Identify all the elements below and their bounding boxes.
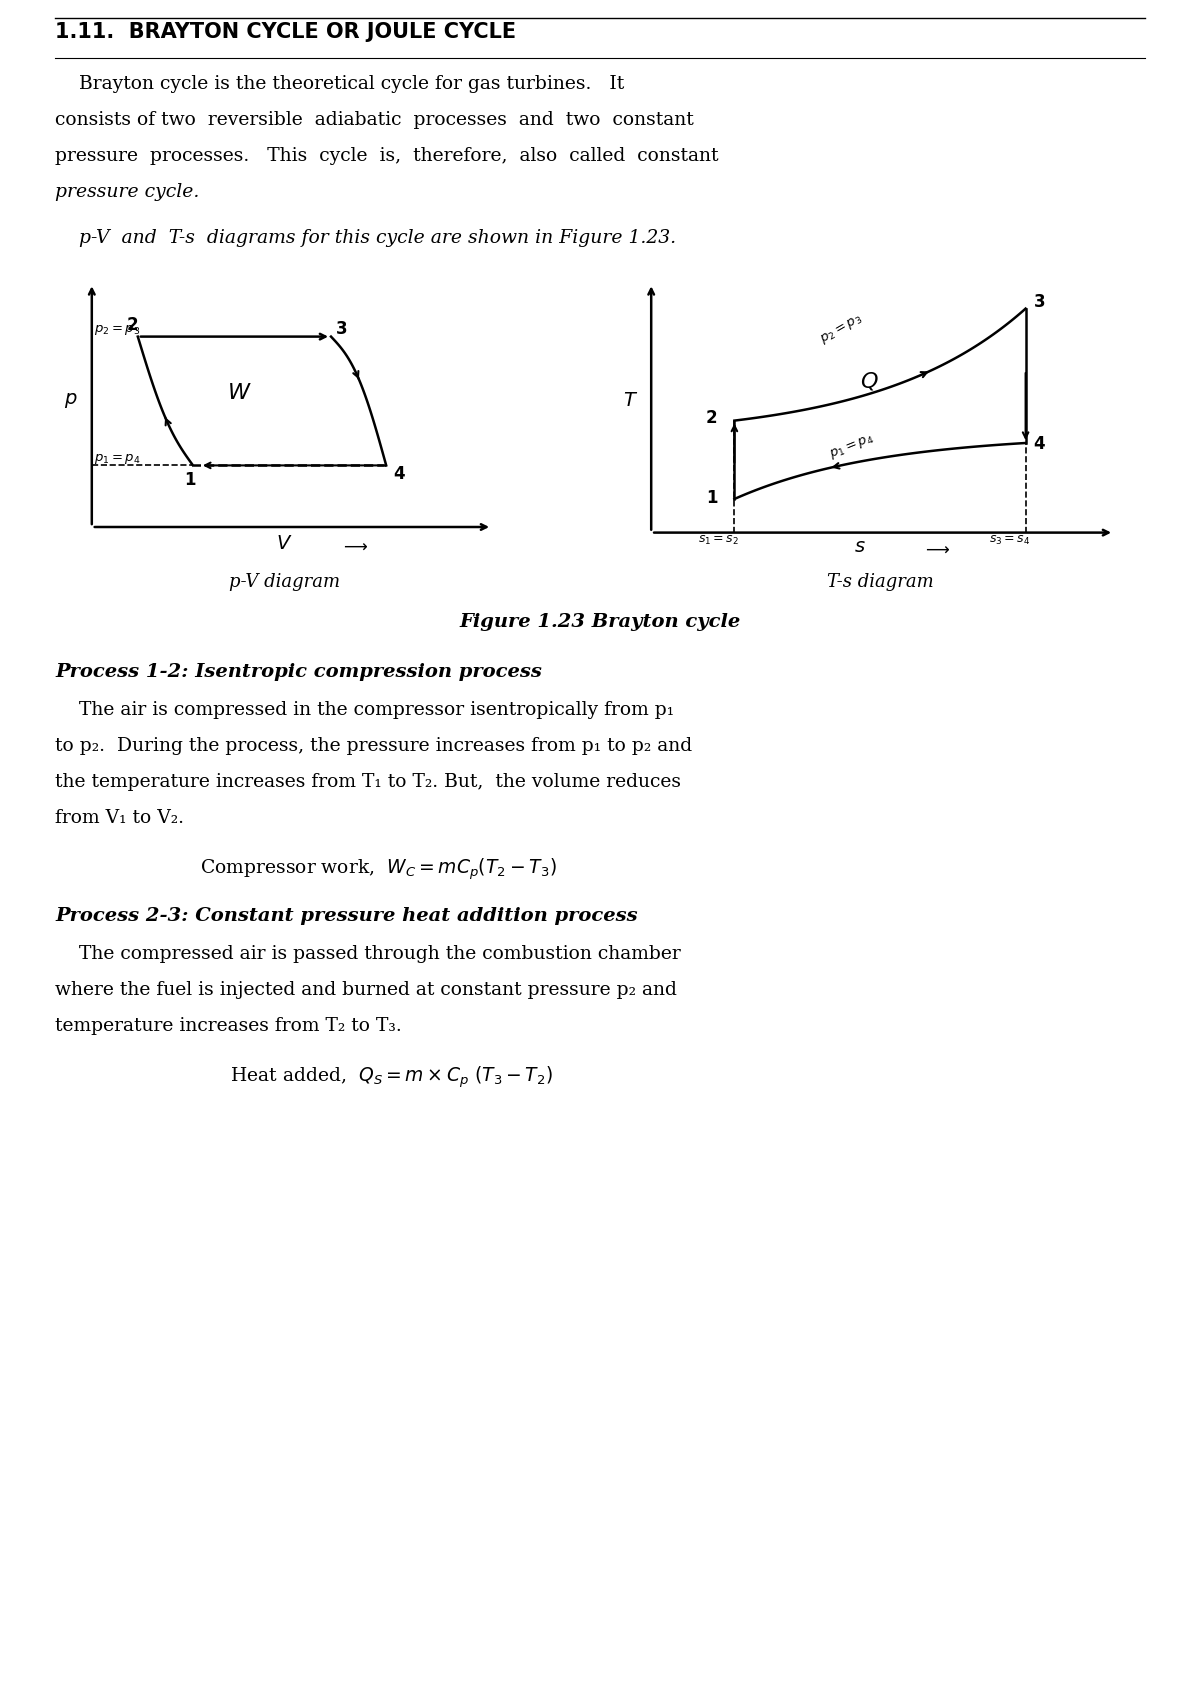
Text: $p$: $p$ xyxy=(64,392,78,411)
Text: Figure 1.23 Brayton cycle: Figure 1.23 Brayton cycle xyxy=(460,613,740,631)
Text: pressure  processes.   This  cycle  is,  therefore,  also  called  constant: pressure processes. This cycle is, there… xyxy=(55,148,719,165)
Text: the temperature increases from T₁ to T₂. But,  the volume reduces: the temperature increases from T₁ to T₂.… xyxy=(55,774,682,791)
Text: $p_2=p_3$: $p_2=p_3$ xyxy=(817,312,865,348)
Text: p-V diagram: p-V diagram xyxy=(229,574,341,591)
Text: $s$: $s$ xyxy=(854,538,865,557)
Text: 4: 4 xyxy=(1033,434,1045,453)
Text: $V$: $V$ xyxy=(276,535,293,553)
Text: $p_1=p_4$: $p_1=p_4$ xyxy=(94,451,140,467)
Text: Heat added,  $Q_S = m\times C_p\ (T_3-T_2)$: Heat added, $Q_S = m\times C_p\ (T_3-T_2… xyxy=(230,1066,553,1091)
Text: 4: 4 xyxy=(394,465,404,484)
Text: temperature increases from T₂ to T₃.: temperature increases from T₂ to T₃. xyxy=(55,1017,402,1035)
Text: Process 2-3: Constant pressure heat addition process: Process 2-3: Constant pressure heat addi… xyxy=(55,906,637,925)
Text: Compressor work,  $W_C = mC_p (T_2 - T_3)$: Compressor work, $W_C = mC_p (T_2 - T_3)… xyxy=(200,857,557,882)
Text: T-s diagram: T-s diagram xyxy=(827,574,934,591)
Text: $W$: $W$ xyxy=(227,382,251,402)
Text: 1: 1 xyxy=(184,472,196,489)
Text: $p_2=p_3$: $p_2=p_3$ xyxy=(94,324,140,338)
Text: where the fuel is injected and burned at constant pressure p₂ and: where the fuel is injected and burned at… xyxy=(55,981,677,1000)
Text: 1: 1 xyxy=(706,489,718,507)
Text: 3: 3 xyxy=(336,319,347,338)
Text: 2: 2 xyxy=(126,316,138,334)
Text: $p_1=p_4$: $p_1=p_4$ xyxy=(828,431,876,462)
Text: $\longrightarrow$: $\longrightarrow$ xyxy=(922,540,950,558)
Text: The compressed air is passed through the combustion chamber: The compressed air is passed through the… xyxy=(55,945,680,962)
Text: consists of two  reversible  adiabatic  processes  and  two  constant: consists of two reversible adiabatic pro… xyxy=(55,110,694,129)
Text: 1.11.  BRAYTON CYCLE OR JOULE CYCLE: 1.11. BRAYTON CYCLE OR JOULE CYCLE xyxy=(55,22,516,42)
Text: $\longrightarrow$: $\longrightarrow$ xyxy=(341,536,368,555)
Text: 2: 2 xyxy=(706,409,718,428)
Text: Process 1-2: Isentropic compression process: Process 1-2: Isentropic compression proc… xyxy=(55,664,542,680)
Text: $s_1=s_2$: $s_1=s_2$ xyxy=(698,533,739,546)
Text: 3: 3 xyxy=(1033,294,1045,311)
Text: $s_3=s_4$: $s_3=s_4$ xyxy=(989,533,1031,546)
Text: $Q$: $Q$ xyxy=(860,370,878,392)
Text: Brayton cycle is the theoretical cycle for gas turbines.   It: Brayton cycle is the theoretical cycle f… xyxy=(55,75,624,93)
Text: The air is compressed in the compressor isentropically from p₁: The air is compressed in the compressor … xyxy=(55,701,674,720)
Text: to p₂.  During the process, the pressure increases from p₁ to p₂ and: to p₂. During the process, the pressure … xyxy=(55,736,692,755)
Text: pressure cycle.: pressure cycle. xyxy=(55,183,199,200)
Text: p-V  and  T-s  diagrams for this cycle are shown in Figure 1.23.: p-V and T-s diagrams for this cycle are … xyxy=(55,229,676,248)
Text: $T$: $T$ xyxy=(623,392,637,411)
Text: from V₁ to V₂.: from V₁ to V₂. xyxy=(55,809,184,826)
